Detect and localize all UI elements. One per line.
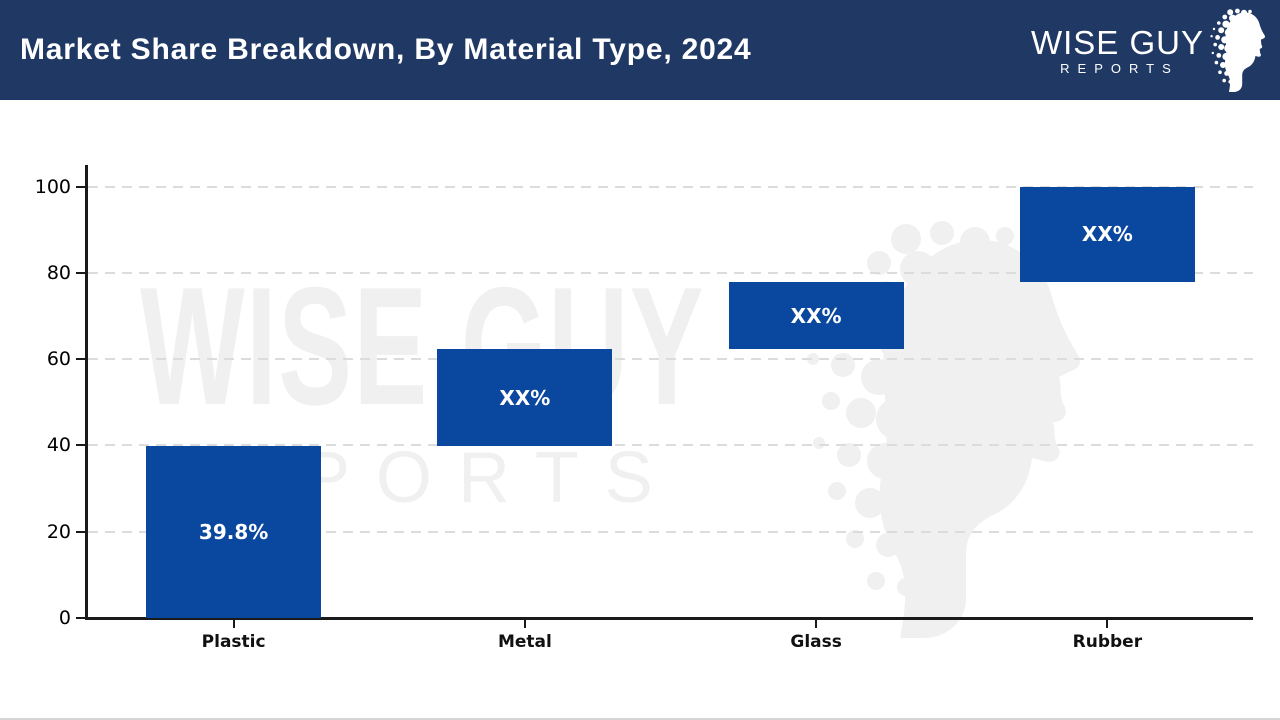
x-axis-category-label: Rubber (1072, 632, 1143, 652)
gridline-y60 (88, 358, 1253, 361)
x-axis-line (85, 617, 1253, 620)
bar-rubber[interactable]: XX% (1019, 186, 1195, 283)
x-axis-category-label: Plastic (201, 632, 266, 652)
x-axis-category-label: Metal (497, 632, 552, 652)
bottom-border (0, 718, 1280, 720)
y-tick-mark (76, 358, 85, 361)
plot-area: 0 20 40 60 80 100 39.8% Plastic XX% Metal XX% Glass… (35, 165, 1253, 652)
y-axis-line (85, 165, 88, 620)
wiseguy-logo-subname: REPORTS (1060, 60, 1179, 76)
wiseguy-logo-text: WISE GUY REPORTS (1031, 26, 1204, 75)
bar-value-label: XX% (1081, 222, 1133, 247)
wiseguy-logo-name: WISE GUY (1030, 23, 1204, 61)
x-tick-mark (815, 620, 818, 628)
x-tick-mark (1106, 620, 1109, 628)
header: Market Share Breakdown, By Material Type… (0, 0, 1280, 100)
x-tick-mark (523, 620, 526, 628)
y-tick-mark (76, 271, 85, 274)
gridline-y20 (88, 530, 1253, 533)
x-axis-category-label: Glass (790, 632, 842, 652)
bar-metal[interactable]: XX% (437, 348, 613, 447)
y-tick-label: 60 (46, 348, 71, 371)
y-tick-label: 100 (34, 175, 71, 198)
y-tick-mark (76, 530, 85, 533)
bar-glass[interactable]: XX% (728, 282, 904, 349)
page-title: Market Share Breakdown, By Material Type… (20, 33, 752, 66)
y-tick-mark (76, 617, 85, 619)
y-tick-label: 40 (46, 434, 71, 457)
y-tick-mark (76, 185, 85, 188)
y-tick-mark (76, 444, 85, 447)
bar-plastic[interactable]: 39.8% (146, 446, 322, 618)
gridline-y100 (88, 185, 1253, 188)
y-tick-label: 0 (58, 607, 71, 629)
x-tick-mark (232, 620, 235, 628)
bar-value-label: XX% (790, 303, 842, 328)
wiseguy-logo: WISE GUY REPORTS (1031, 6, 1268, 94)
wiseguy-face-logo-icon (1208, 8, 1268, 92)
gridline-y40 (88, 444, 1253, 447)
bar-value-label: 39.8% (198, 520, 269, 545)
gridline-y80 (88, 271, 1253, 274)
y-tick-label: 80 (46, 261, 71, 284)
bar-value-label: XX% (499, 385, 551, 410)
y-tick-label: 20 (46, 520, 71, 543)
